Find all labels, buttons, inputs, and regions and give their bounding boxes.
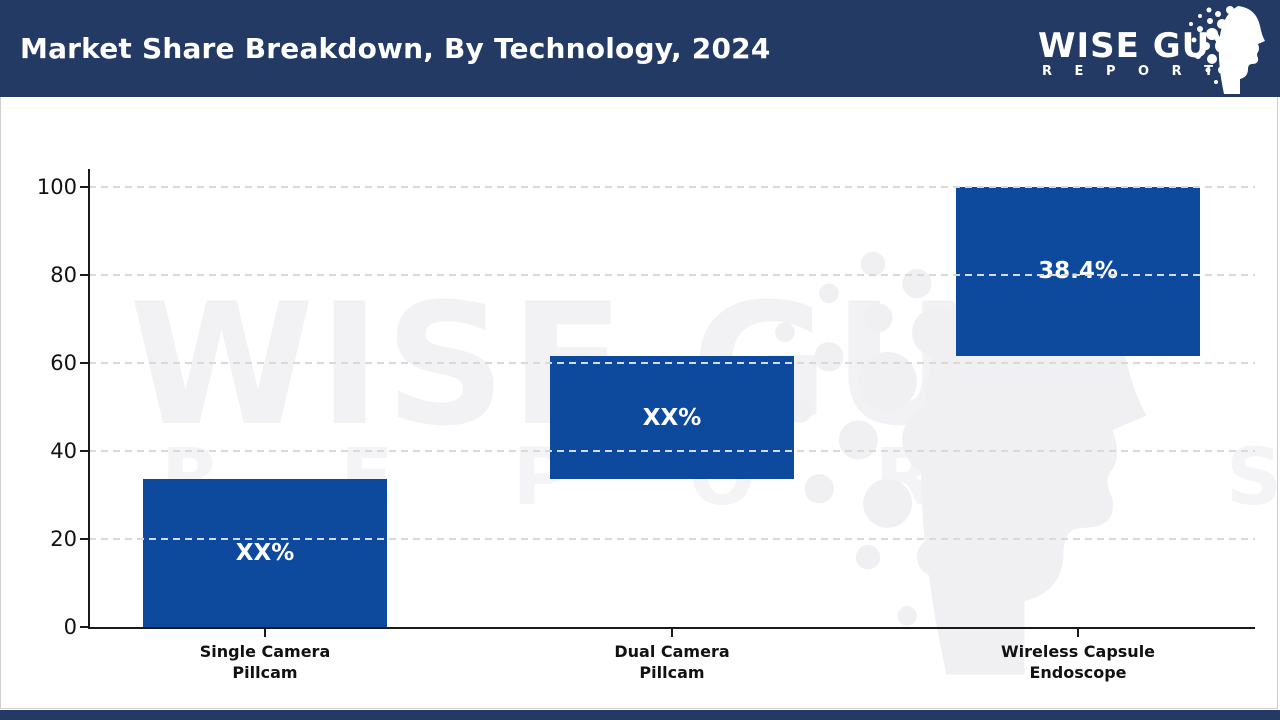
y-tick-mark <box>80 186 89 188</box>
x-tick-mark <box>671 629 673 637</box>
wise-guy-logo: WISE GUY R E P O R T S <box>1010 0 1270 97</box>
y-tick-label: 40 <box>50 439 77 463</box>
bar-value-label: XX% <box>235 540 295 567</box>
y-axis-line <box>88 169 90 629</box>
x-category-label: Single Camera Pillcam <box>199 642 331 682</box>
gridline <box>89 362 1255 364</box>
chart-area: WISE GUY R E P O R T S XX%XX%38.4%020406… <box>0 97 1280 709</box>
y-tick-label: 0 <box>63 615 77 639</box>
gridline <box>89 538 1255 540</box>
y-tick-label: 100 <box>36 175 77 199</box>
x-tick-mark <box>264 629 266 637</box>
logo-subtext: R E P O R T S <box>1042 64 1254 79</box>
bar: 38.4% <box>956 187 1200 356</box>
bar: XX% <box>550 355 794 480</box>
y-tick-label: 20 <box>50 527 77 551</box>
y-tick-mark <box>80 626 89 628</box>
bar-value-label: XX% <box>642 404 702 431</box>
y-tick-mark <box>80 274 89 276</box>
x-category-label: Dual Camera Pillcam <box>614 642 730 682</box>
header-bar: Market Share Breakdown, By Technology, 2… <box>0 0 1280 97</box>
plot-area: XX% XX% 38.4% 0 20 40 60 80 100 Single Camera Pil… <box>1 97 1277 708</box>
dotted-head-icon <box>1186 6 1265 94</box>
bar: XX% <box>143 479 387 627</box>
y-tick-mark <box>80 538 89 540</box>
page-title: Market Share Breakdown, By Technology, 2… <box>20 32 771 65</box>
x-tick-mark <box>1077 629 1079 637</box>
y-tick-mark <box>80 450 89 452</box>
gridline <box>89 450 1255 452</box>
y-tick-label: 60 <box>50 351 77 375</box>
y-tick-label: 80 <box>50 263 77 287</box>
gridline <box>89 186 1255 188</box>
footer-bar <box>0 710 1280 720</box>
bar-value-label: 38.4% <box>1038 258 1118 285</box>
x-axis-line <box>88 627 1255 629</box>
gridline <box>89 274 1255 276</box>
y-tick-mark <box>80 362 89 364</box>
x-category-label: Wireless Capsule Endoscope <box>1000 642 1156 682</box>
